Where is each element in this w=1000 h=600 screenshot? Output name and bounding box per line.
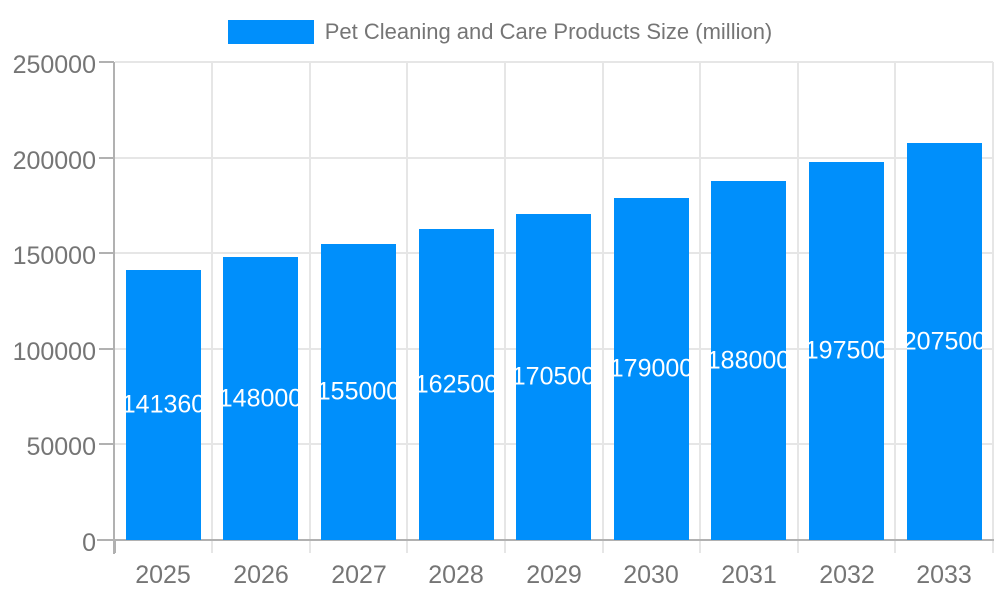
bar-2030[interactable]: 179000 — [614, 198, 689, 540]
x-tick-mark — [796, 540, 799, 553]
v-gridline — [796, 62, 799, 540]
bar-value-label: 162500 — [419, 370, 494, 398]
bar-2029[interactable]: 170500 — [516, 214, 591, 540]
bar-value-label: 207500 — [907, 327, 982, 355]
y-tick-mark — [99, 252, 114, 255]
bar-2028[interactable]: 162500 — [419, 229, 494, 540]
y-tick-mark — [99, 347, 114, 350]
x-axis-line — [97, 539, 994, 541]
y-axis-line — [113, 62, 115, 554]
legend-label: Pet Cleaning and Care Products Size (mil… — [324, 19, 773, 44]
x-tick-mark — [211, 540, 214, 553]
v-gridline — [308, 62, 311, 540]
bar-value-label: 179000 — [614, 354, 689, 383]
y-axis-tick-label: 200000 — [12, 146, 96, 175]
h-gridline — [114, 61, 993, 63]
x-tick-mark — [894, 540, 897, 553]
v-gridline — [992, 62, 994, 540]
bar-value-label: 155000 — [321, 377, 396, 406]
y-tick-mark — [99, 61, 114, 63]
bar-value-label: 170500 — [516, 362, 591, 391]
y-axis-tick-label: 0 — [82, 529, 96, 557]
bar-2025[interactable]: 141360 — [126, 270, 201, 540]
v-gridline — [601, 62, 604, 540]
x-tick-mark — [406, 540, 409, 553]
x-axis-tick-label: 2027 — [331, 561, 387, 589]
y-axis-tick-label: 100000 — [12, 337, 96, 366]
y-tick-mark — [99, 443, 114, 446]
x-tick-mark — [601, 540, 604, 553]
x-axis-tick-label: 2032 — [819, 561, 875, 589]
x-tick-mark — [308, 540, 311, 553]
x-axis-tick-label: 2031 — [721, 561, 777, 589]
v-gridline — [503, 62, 506, 540]
legend-swatch-icon — [227, 20, 314, 44]
bar-2033[interactable]: 207500 — [907, 143, 982, 540]
x-tick-mark — [699, 540, 702, 553]
bar-value-label: 188000 — [711, 346, 786, 374]
y-tick-mark — [99, 156, 114, 159]
bar-2032[interactable]: 197500 — [809, 162, 884, 540]
x-axis-tick-label: 2030 — [623, 561, 679, 589]
chart-legend[interactable]: Pet Cleaning and Care Products Size (mil… — [0, 19, 1000, 45]
x-tick-mark — [992, 540, 994, 553]
bar-2026[interactable]: 148000 — [223, 257, 298, 540]
bar-2031[interactable]: 188000 — [711, 181, 786, 540]
bar-value-label: 197500 — [809, 336, 884, 365]
x-axis-tick-label: 2029 — [526, 561, 582, 589]
v-gridline — [211, 62, 214, 540]
v-gridline — [894, 62, 897, 540]
bar-2027[interactable]: 155000 — [321, 244, 396, 540]
v-gridline — [699, 62, 702, 540]
x-axis-tick-label: 2026 — [233, 561, 289, 589]
bar-value-label: 148000 — [223, 384, 298, 412]
x-tick-mark — [503, 540, 506, 553]
v-gridline — [406, 62, 409, 540]
h-gridline — [114, 156, 993, 159]
x-axis-tick-label: 2025 — [135, 561, 191, 589]
bar-value-label: 141360 — [126, 390, 201, 419]
y-axis-tick-label: 250000 — [12, 51, 96, 79]
y-axis-tick-label: 50000 — [26, 433, 96, 462]
y-axis-tick-label: 150000 — [12, 242, 96, 271]
x-axis-tick-label: 2033 — [916, 561, 972, 589]
x-axis-tick-label: 2028 — [428, 561, 484, 589]
